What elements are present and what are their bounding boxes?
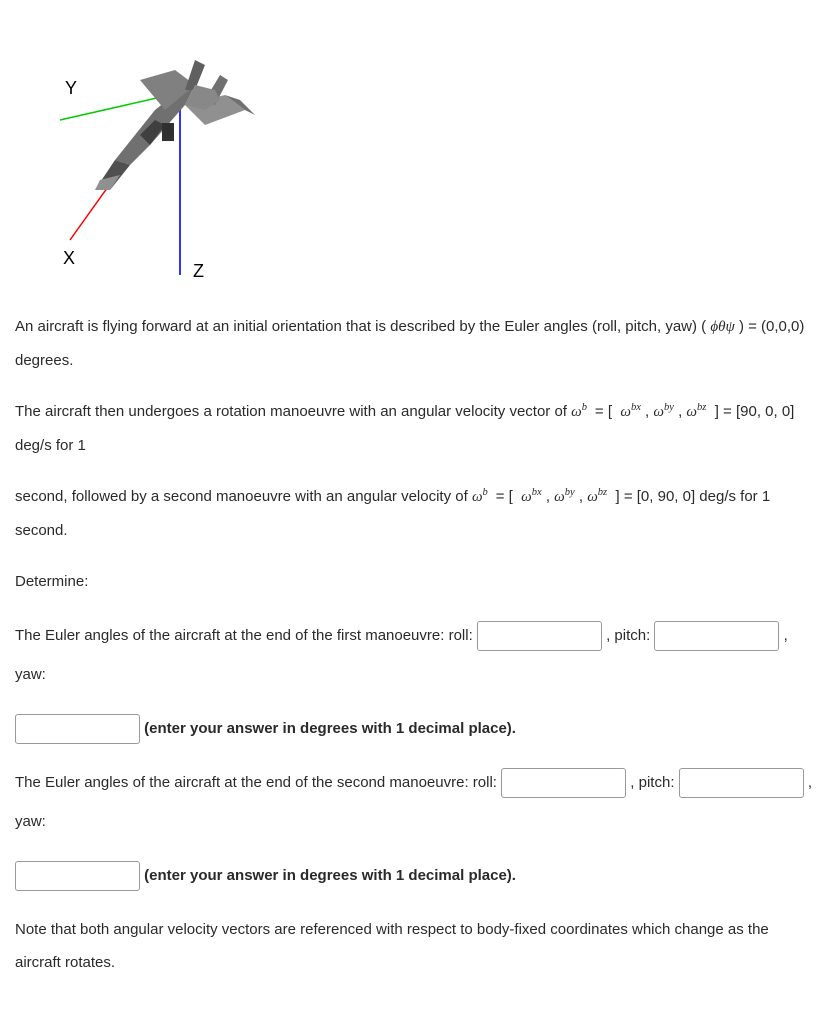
p1-text-a: An aircraft is flying forward at an init… <box>15 318 710 335</box>
intro-paragraph-3: second, followed by a second manoeuvre w… <box>15 480 817 547</box>
z-axis-label: Z <box>193 258 204 285</box>
omega-bx-2: ωbx <box>521 489 542 505</box>
q2-yaw-input[interactable] <box>15 861 140 891</box>
aircraft-axes-diagram: Y X Z <box>15 20 295 280</box>
q2-roll-input[interactable] <box>501 768 626 798</box>
question-1-yaw-row: (enter your answer in degrees with 1 dec… <box>15 709 817 748</box>
y-axis-label: Y <box>65 75 77 102</box>
q1-roll-input[interactable] <box>477 621 602 651</box>
question-1: The Euler angles of the aircraft at the … <box>15 616 817 694</box>
q1-pitch-label: , pitch: <box>606 627 654 644</box>
q1-yaw-input[interactable] <box>15 714 140 744</box>
q1-pitch-input[interactable] <box>654 621 779 651</box>
euler-symbols: ϕθψ <box>710 319 734 335</box>
omega-bz-2: ωbz <box>587 489 607 505</box>
diagram-svg <box>15 20 295 280</box>
intro-paragraph-1: An aircraft is flying forward at an init… <box>15 310 817 377</box>
omega-by-1: ωby <box>653 404 674 420</box>
q2-pitch-input[interactable] <box>679 768 804 798</box>
q2-hint: (enter your answer in degrees with 1 dec… <box>144 867 516 884</box>
q2-pitch-label: , pitch: <box>630 774 678 791</box>
p2-text-a: The aircraft then undergoes a rotation m… <box>15 403 571 420</box>
q1-hint: (enter your answer in degrees with 1 dec… <box>144 720 516 737</box>
note-paragraph: Note that both angular velocity vectors … <box>15 913 817 979</box>
omega-bz-1: ωbz <box>686 404 706 420</box>
omega-by-2: ωby <box>554 489 575 505</box>
p3-text-a: second, followed by a second manoeuvre w… <box>15 488 472 505</box>
q2-text: The Euler angles of the aircraft at the … <box>15 774 501 791</box>
x-axis-label: X <box>63 245 75 272</box>
omega-b-1: ωb <box>571 404 591 420</box>
omega-bx-1: ωbx <box>620 404 641 420</box>
question-2-yaw-row: (enter your answer in degrees with 1 dec… <box>15 856 817 895</box>
omega-b-2: ωb <box>472 489 492 505</box>
determine-label: Determine: <box>15 565 817 598</box>
q1-text: The Euler angles of the aircraft at the … <box>15 627 477 644</box>
intro-paragraph-2: The aircraft then undergoes a rotation m… <box>15 395 817 462</box>
question-2: The Euler angles of the aircraft at the … <box>15 763 817 841</box>
